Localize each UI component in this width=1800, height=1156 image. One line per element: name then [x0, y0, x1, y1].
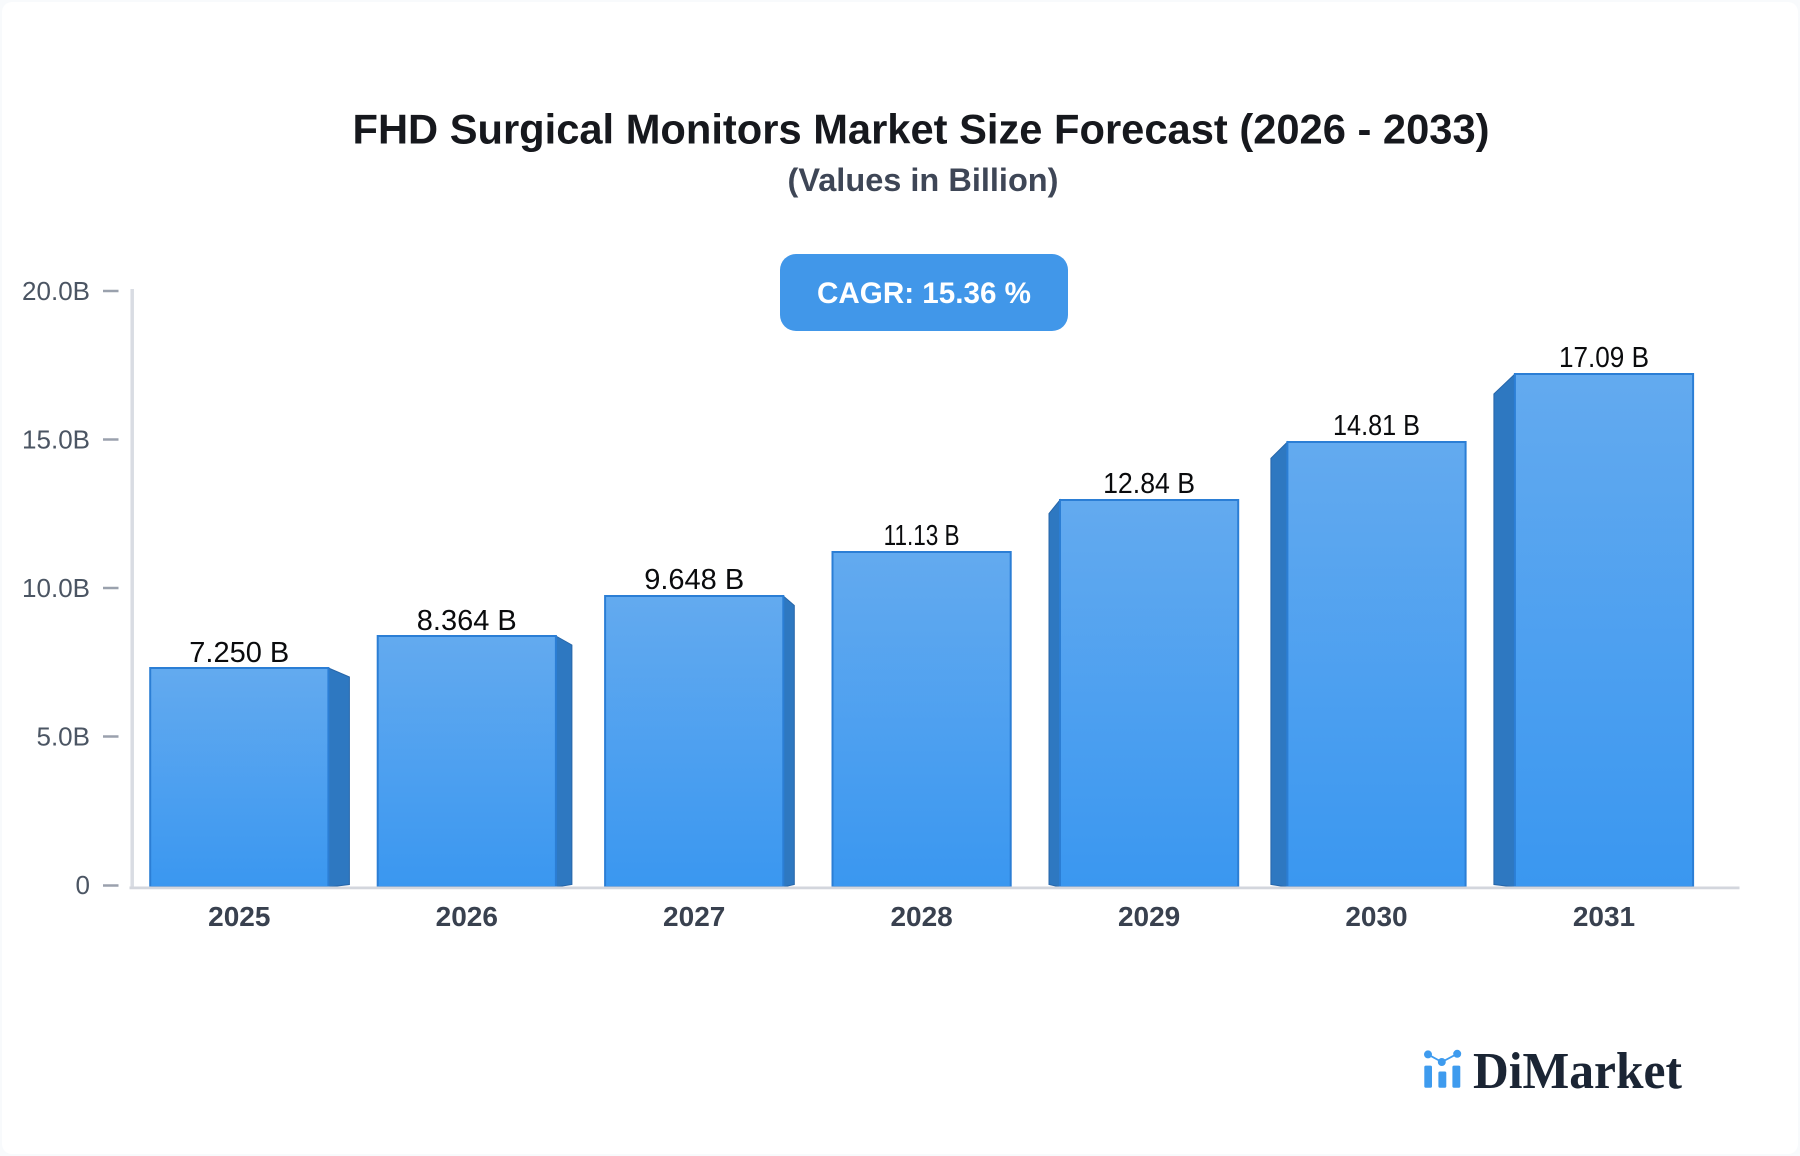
svg-text:20.0B: 20.0B [22, 276, 90, 306]
svg-text:2031: 2031 [1573, 901, 1635, 932]
svg-text:14.81 B: 14.81 B [1333, 410, 1420, 442]
svg-text:10.0B: 10.0B [22, 573, 90, 603]
svg-text:2030: 2030 [1345, 901, 1407, 932]
svg-text:2027: 2027 [663, 901, 725, 932]
svg-text:9.648 B: 9.648 B [644, 564, 744, 596]
svg-text:17.09 B: 17.09 B [1559, 342, 1649, 374]
svg-text:7.250 B: 7.250 B [189, 637, 289, 669]
svg-text:0: 0 [76, 870, 90, 900]
svg-text:DiMarket: DiMarket [1473, 1043, 1683, 1100]
svg-text:12.84 B: 12.84 B [1103, 468, 1195, 500]
svg-text:2028: 2028 [890, 901, 952, 932]
svg-text:(Values in Billion): (Values in Billion) [788, 162, 1059, 198]
svg-text:11.13 B: 11.13 B [884, 520, 960, 552]
svg-text:2026: 2026 [436, 901, 498, 932]
svg-text:CAGR: 15.36 %: CAGR: 15.36 % [817, 277, 1031, 310]
svg-text:5.0B: 5.0B [37, 722, 91, 752]
svg-text:2025: 2025 [208, 901, 270, 932]
svg-text:2029: 2029 [1118, 901, 1180, 932]
svg-text:8.364 B: 8.364 B [417, 605, 517, 637]
svg-text:15.0B: 15.0B [22, 425, 90, 455]
svg-text:FHD Surgical Monitors Market S: FHD Surgical Monitors Market Size Foreca… [353, 106, 1490, 153]
